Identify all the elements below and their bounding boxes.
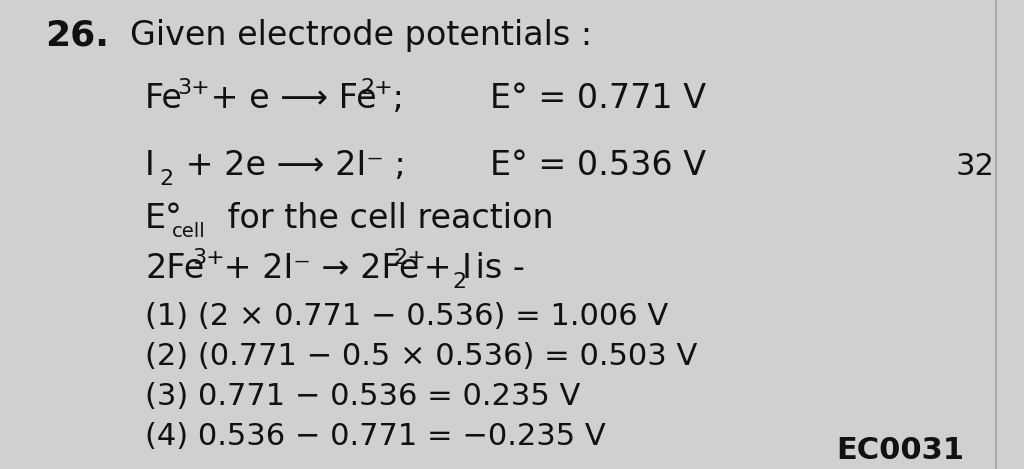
Text: 2: 2 xyxy=(452,272,466,292)
Text: Fe: Fe xyxy=(145,82,183,115)
Text: ;: ; xyxy=(382,82,403,115)
Text: E° = 0.771 V: E° = 0.771 V xyxy=(490,82,707,115)
Text: for the cell reaction: for the cell reaction xyxy=(217,202,554,235)
Text: 2+: 2+ xyxy=(393,248,426,268)
Text: (4) 0.536 − 0.771 = −0.235 V: (4) 0.536 − 0.771 = −0.235 V xyxy=(145,422,606,451)
Text: + I: + I xyxy=(413,252,472,285)
Text: I: I xyxy=(145,149,155,182)
Text: 2+: 2+ xyxy=(360,78,393,98)
Text: 32: 32 xyxy=(955,152,994,181)
Text: cell: cell xyxy=(172,222,206,241)
Text: + 2I⁻ → 2Fe: + 2I⁻ → 2Fe xyxy=(213,252,420,285)
Text: 3+: 3+ xyxy=(193,248,224,268)
Text: 2Fe: 2Fe xyxy=(145,252,204,285)
Text: (1) (2 × 0.771 − 0.536) = 1.006 V: (1) (2 × 0.771 − 0.536) = 1.006 V xyxy=(145,302,669,331)
Text: EC0031: EC0031 xyxy=(836,436,964,465)
Text: E°: E° xyxy=(145,202,182,235)
Text: E° = 0.536 V: E° = 0.536 V xyxy=(490,149,707,182)
Text: (3) 0.771 − 0.536 = 0.235 V: (3) 0.771 − 0.536 = 0.235 V xyxy=(145,382,581,411)
Text: Given electrode potentials :: Given electrode potentials : xyxy=(130,19,592,52)
Text: is -: is - xyxy=(465,252,525,285)
Text: (2) (0.771 − 0.5 × 0.536) = 0.503 V: (2) (0.771 − 0.5 × 0.536) = 0.503 V xyxy=(145,342,697,371)
Text: + e ⟶ Fe: + e ⟶ Fe xyxy=(200,82,377,115)
Text: 2: 2 xyxy=(159,169,173,189)
Text: 26.: 26. xyxy=(45,18,109,52)
Text: 3+: 3+ xyxy=(177,78,210,98)
Text: + 2e ⟶ 2I⁻ ;: + 2e ⟶ 2I⁻ ; xyxy=(175,149,406,182)
